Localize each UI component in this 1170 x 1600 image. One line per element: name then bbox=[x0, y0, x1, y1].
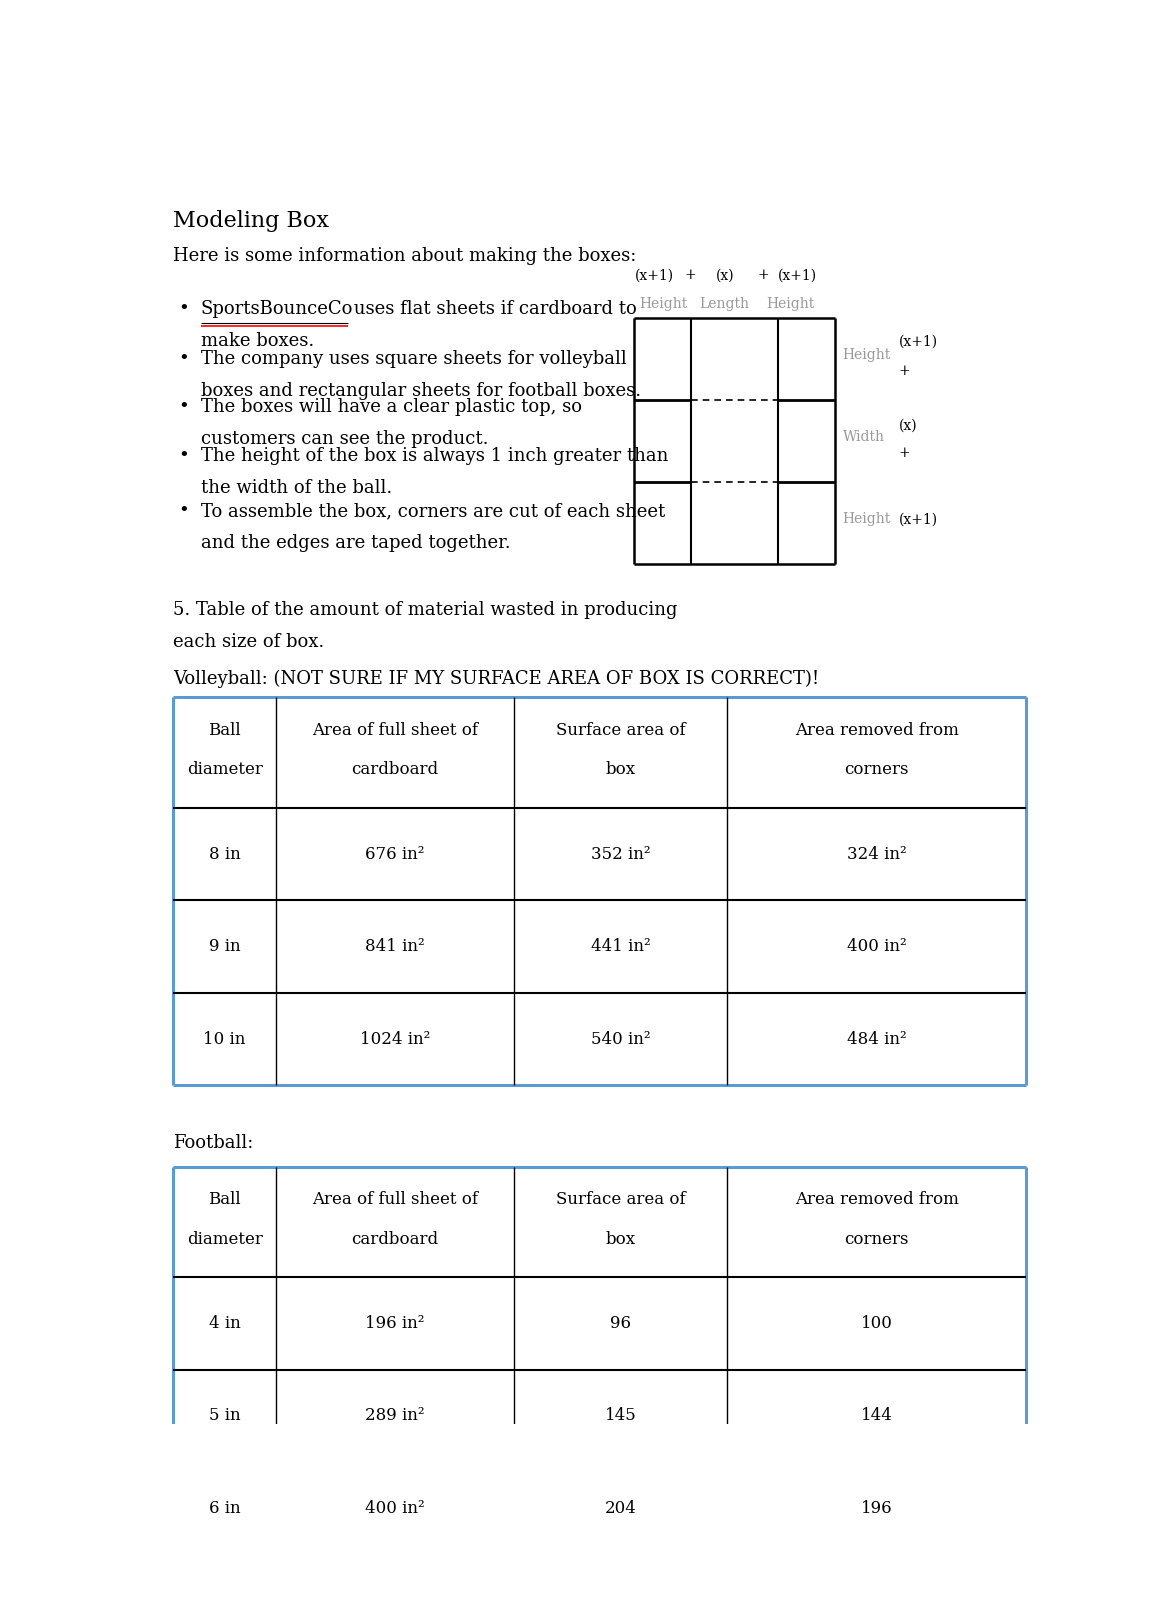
Text: 441 in²: 441 in² bbox=[591, 938, 651, 955]
Text: (x+1): (x+1) bbox=[634, 269, 674, 282]
Text: 352 in²: 352 in² bbox=[591, 846, 651, 862]
Text: 324 in²: 324 in² bbox=[847, 846, 907, 862]
Text: The height of the box is always 1 inch greater than: The height of the box is always 1 inch g… bbox=[201, 446, 668, 466]
Text: +: + bbox=[899, 446, 910, 461]
Text: (x): (x) bbox=[899, 419, 917, 434]
Text: +: + bbox=[757, 269, 769, 282]
Text: box: box bbox=[606, 1230, 636, 1248]
Text: Width: Width bbox=[842, 430, 885, 445]
Text: 8 in: 8 in bbox=[208, 846, 241, 862]
Text: 400 in²: 400 in² bbox=[847, 938, 907, 955]
Text: boxes and rectangular sheets for football boxes.: boxes and rectangular sheets for footbal… bbox=[201, 382, 641, 400]
Text: 204: 204 bbox=[605, 1499, 636, 1517]
Text: Ball: Ball bbox=[208, 722, 241, 739]
Text: Area removed from: Area removed from bbox=[794, 722, 958, 739]
Text: Volleyball: (NOT SURE IF MY SURFACE AREA OF BOX IS CORRECT)!: Volleyball: (NOT SURE IF MY SURFACE AREA… bbox=[173, 670, 820, 688]
Text: diameter: diameter bbox=[187, 1230, 262, 1248]
Text: Height: Height bbox=[842, 347, 890, 362]
Text: 4 in: 4 in bbox=[208, 1315, 241, 1333]
Text: 6 in: 6 in bbox=[208, 1499, 240, 1517]
Text: 540 in²: 540 in² bbox=[591, 1030, 651, 1048]
Text: Height: Height bbox=[842, 512, 890, 526]
Text: box: box bbox=[606, 762, 636, 778]
Text: Area removed from: Area removed from bbox=[794, 1192, 958, 1208]
Text: cardboard: cardboard bbox=[351, 762, 439, 778]
Text: (x): (x) bbox=[715, 269, 734, 282]
Text: To assemble the box, corners are cut of each sheet: To assemble the box, corners are cut of … bbox=[201, 502, 665, 520]
Text: customers can see the product.: customers can see the product. bbox=[201, 430, 488, 448]
Text: SportsBounceCo: SportsBounceCo bbox=[201, 301, 353, 318]
Text: Height: Height bbox=[639, 296, 687, 310]
Text: 144: 144 bbox=[861, 1408, 893, 1424]
Text: Surface area of: Surface area of bbox=[556, 1192, 686, 1208]
Text: 10 in: 10 in bbox=[204, 1030, 246, 1048]
Text: Here is some information about making the boxes:: Here is some information about making th… bbox=[173, 248, 636, 266]
Text: Area of full sheet of: Area of full sheet of bbox=[312, 1192, 479, 1208]
Text: (x+1): (x+1) bbox=[778, 269, 817, 282]
Text: 196 in²: 196 in² bbox=[365, 1315, 425, 1333]
Text: 145: 145 bbox=[605, 1408, 636, 1424]
Text: •: • bbox=[178, 350, 188, 368]
Text: uses flat sheets if cardboard to: uses flat sheets if cardboard to bbox=[349, 301, 638, 318]
Text: 1024 in²: 1024 in² bbox=[360, 1030, 431, 1048]
Text: 100: 100 bbox=[861, 1315, 893, 1333]
Text: corners: corners bbox=[845, 762, 909, 778]
Text: The company uses square sheets for volleyball: The company uses square sheets for volle… bbox=[201, 350, 626, 368]
Text: Area of full sheet of: Area of full sheet of bbox=[312, 722, 479, 739]
Text: Ball: Ball bbox=[208, 1192, 241, 1208]
Text: (x+1): (x+1) bbox=[899, 334, 938, 349]
Text: the width of the ball.: the width of the ball. bbox=[201, 478, 392, 498]
Text: each size of box.: each size of box. bbox=[173, 634, 325, 651]
Text: 9 in: 9 in bbox=[208, 938, 240, 955]
Text: Length: Length bbox=[700, 296, 750, 310]
Text: 5. Table of the amount of material wasted in producing: 5. Table of the amount of material waste… bbox=[173, 602, 677, 619]
Text: Surface area of: Surface area of bbox=[556, 722, 686, 739]
Text: +: + bbox=[899, 365, 910, 378]
Text: 289 in²: 289 in² bbox=[365, 1408, 425, 1424]
Text: •: • bbox=[178, 301, 188, 318]
Text: make boxes.: make boxes. bbox=[201, 333, 314, 350]
Text: 484 in²: 484 in² bbox=[847, 1030, 907, 1048]
Text: Football:: Football: bbox=[173, 1134, 254, 1152]
Text: 96: 96 bbox=[611, 1315, 632, 1333]
Text: 196: 196 bbox=[861, 1499, 893, 1517]
Text: 841 in²: 841 in² bbox=[365, 938, 425, 955]
Text: The boxes will have a clear plastic top, so: The boxes will have a clear plastic top,… bbox=[201, 398, 581, 416]
Text: •: • bbox=[178, 446, 188, 466]
Text: •: • bbox=[178, 398, 188, 416]
Text: (x+1): (x+1) bbox=[899, 512, 938, 526]
Text: +: + bbox=[684, 269, 696, 282]
Text: 5 in: 5 in bbox=[208, 1408, 240, 1424]
Text: diameter: diameter bbox=[187, 762, 262, 778]
Text: Modeling Box: Modeling Box bbox=[173, 211, 329, 232]
Text: cardboard: cardboard bbox=[351, 1230, 439, 1248]
Text: and the edges are taped together.: and the edges are taped together. bbox=[201, 534, 510, 552]
Text: Height: Height bbox=[766, 296, 814, 310]
Text: 400 in²: 400 in² bbox=[365, 1499, 425, 1517]
Text: 676 in²: 676 in² bbox=[365, 846, 425, 862]
Text: corners: corners bbox=[845, 1230, 909, 1248]
Text: •: • bbox=[178, 502, 188, 520]
